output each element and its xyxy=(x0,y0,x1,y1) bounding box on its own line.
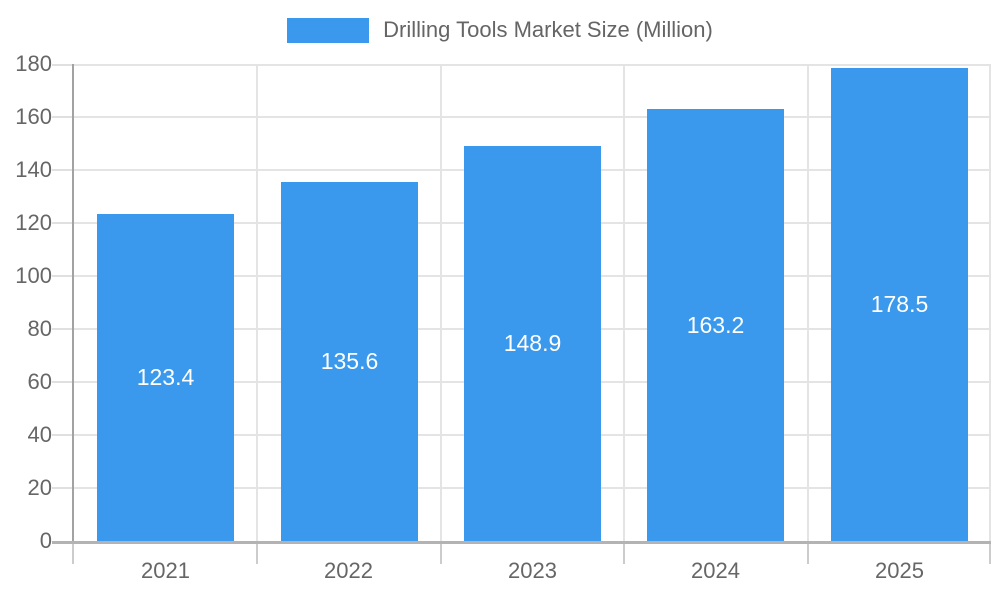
v-gridline xyxy=(440,64,442,541)
y-axis-tick-label: 120 xyxy=(15,210,52,235)
y-axis-tick xyxy=(52,434,74,436)
x-axis-tick-label: 2022 xyxy=(324,558,373,583)
y-axis-tick-label: 0 xyxy=(39,528,52,553)
x-axis-tick xyxy=(807,544,809,564)
bar[interactable]: 148.9 xyxy=(464,146,601,541)
bar[interactable]: 123.4 xyxy=(97,214,234,541)
bar[interactable]: 163.2 xyxy=(647,109,784,541)
legend-label: Drilling Tools Market Size (Million) xyxy=(383,17,713,42)
legend-swatch-icon xyxy=(287,17,370,43)
y-axis-tick-label: 140 xyxy=(15,157,52,182)
x-axis-tick-label: 2024 xyxy=(691,558,740,583)
y-axis-tick xyxy=(52,116,74,118)
bar-value-label: 148.9 xyxy=(503,330,562,356)
y-axis-tick-label: 80 xyxy=(27,316,52,341)
h-gridline xyxy=(74,116,991,118)
x-axis-tick-label: 2023 xyxy=(508,558,557,583)
y-axis-line xyxy=(72,64,74,541)
y-axis-tick xyxy=(52,381,74,383)
h-gridline xyxy=(74,64,991,66)
y-axis-tick-label: 20 xyxy=(27,475,52,500)
v-gridline xyxy=(989,64,991,541)
y-axis-tick xyxy=(52,487,74,489)
v-gridline xyxy=(807,64,809,541)
y-axis-tick xyxy=(52,275,74,277)
plot-area: 123.4 135.6 148.9 163.2 178.5 xyxy=(52,64,991,564)
v-gridline xyxy=(623,64,625,541)
y-axis-tick-label: 180 xyxy=(15,51,52,76)
x-axis-tick-label: 2025 xyxy=(875,558,924,583)
x-axis-tick xyxy=(72,544,74,564)
y-axis-tick-label: 40 xyxy=(27,422,52,447)
v-gridline xyxy=(256,64,258,541)
x-axis-line xyxy=(52,541,991,544)
bar[interactable]: 178.5 xyxy=(831,68,968,541)
legend[interactable]: Drilling Tools Market Size (Million) xyxy=(0,16,1000,44)
y-axis-tick-label: 100 xyxy=(15,263,52,288)
y-axis-tick-label: 60 xyxy=(27,369,52,394)
bar-value-label: 178.5 xyxy=(870,291,929,317)
bar-value-label: 163.2 xyxy=(686,311,745,338)
x-axis-tick-label: 2021 xyxy=(141,558,190,583)
y-axis-tick xyxy=(52,222,74,224)
bar[interactable]: 135.6 xyxy=(281,182,418,541)
x-axis-tick xyxy=(989,544,991,564)
x-axis-tick xyxy=(623,544,625,564)
y-axis-tick xyxy=(52,169,74,171)
x-axis-tick xyxy=(440,544,442,564)
y-axis-tick xyxy=(52,328,74,330)
bar-value-label: 123.4 xyxy=(136,364,195,390)
bar-value-label: 135.6 xyxy=(320,348,379,374)
x-axis-tick xyxy=(256,544,258,564)
y-axis-tick-label: 160 xyxy=(15,104,52,129)
y-axis-tick xyxy=(52,64,74,66)
